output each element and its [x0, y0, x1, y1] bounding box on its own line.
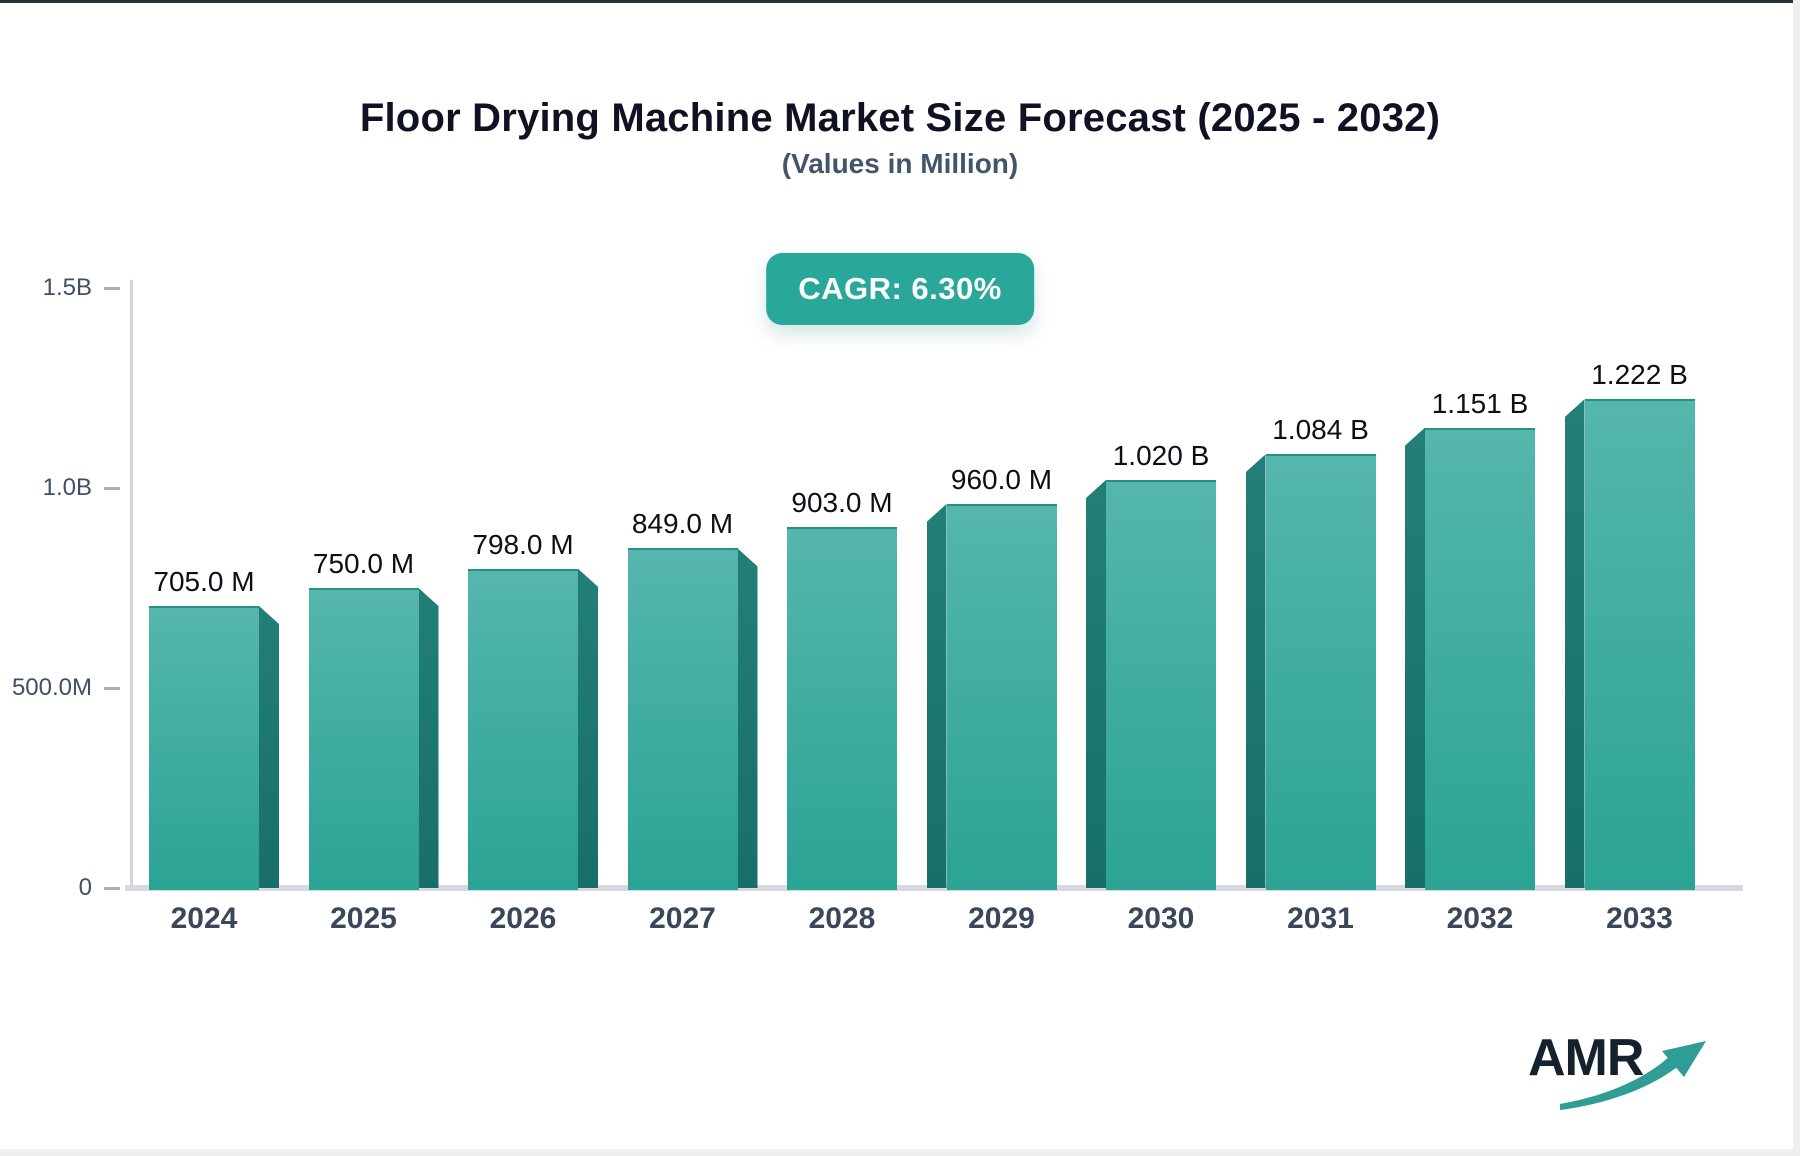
chart-title: Floor Drying Machine Market Size Forecas… [359, 96, 1441, 140]
bar-side-2026 [578, 568, 598, 888]
y-tick-dash-500.0M [104, 686, 120, 690]
y-axis-line [130, 280, 133, 891]
amr-logo: AMR [1528, 1030, 1708, 1125]
bar-value-2033: 1.222 B [1591, 359, 1688, 391]
y-tick-dash-1.5B [104, 286, 120, 290]
page-edge-right [1793, 0, 1800, 1156]
x-axis-label-2024: 2024 [170, 902, 238, 935]
bar-value-2026: 798.0 M [472, 528, 574, 560]
bar-2027[interactable] [627, 548, 738, 890]
bar-2032[interactable] [1425, 427, 1535, 890]
x-axis-label-2026: 2026 [489, 902, 557, 935]
bar-side-2030 [1086, 480, 1106, 888]
bar-side-2025 [418, 588, 439, 888]
y-tick-label-500.0M: 500.0M [11, 674, 92, 701]
y-tick-dash-0 [104, 886, 120, 890]
bar-2026[interactable] [468, 568, 578, 890]
page-edge-bottom [0, 1149, 1800, 1156]
x-axis-label-2033: 2033 [1606, 902, 1673, 935]
bar-2024[interactable] [149, 606, 259, 890]
y-tick-label-1.5B: 1.5B [42, 274, 92, 301]
x-axis-label-2028: 2028 [808, 902, 876, 935]
bar-2028[interactable] [787, 526, 897, 890]
chart-subtitle: (Values in Million) [781, 148, 1019, 179]
bar-side-2027 [737, 548, 758, 888]
bar-side-2029 [926, 504, 947, 888]
top-border-line [0, 0, 1800, 3]
bar-side-2033 [1564, 399, 1585, 888]
x-axis-label-2032: 2032 [1446, 902, 1514, 935]
bar-side-2024 [259, 606, 279, 888]
bar-value-2030: 1.020 B [1112, 440, 1210, 471]
y-tick-label-0: 0 [78, 874, 92, 901]
bar-side-2031 [1245, 454, 1266, 888]
cagr-badge-label: CAGR: 6.30% [798, 271, 1002, 306]
bar-value-2029: 960.0 M [950, 464, 1053, 495]
cagr-badge: CAGR: 6.30% [766, 253, 1034, 325]
bar-2025[interactable] [308, 588, 419, 890]
x-axis-label-2025: 2025 [330, 902, 397, 935]
bar-2033[interactable] [1584, 399, 1695, 890]
growth-arrow-icon [1560, 1041, 1706, 1110]
x-axis-line [125, 885, 1743, 891]
bar-value-2031: 1.084 B [1272, 414, 1369, 446]
bar-value-2025: 750.0 M [312, 548, 415, 579]
bar-2030[interactable] [1106, 480, 1216, 890]
bar-value-2027: 849.0 M [631, 508, 734, 540]
x-axis-label-2030: 2030 [1127, 902, 1195, 935]
bar-2031[interactable] [1265, 454, 1376, 890]
bar-side-2032 [1405, 427, 1425, 888]
bar-value-2024: 705.0 M [153, 566, 255, 597]
x-axis-label-2029: 2029 [968, 902, 1035, 935]
bar-value-2028: 903.0 M [791, 486, 893, 518]
bar-value-2032: 1.151 B [1431, 387, 1529, 419]
x-axis-label-2027: 2027 [649, 902, 716, 935]
logo-text: AMR [1528, 1029, 1644, 1087]
y-tick-label-1.0B: 1.0B [42, 474, 92, 501]
x-axis-label-2031: 2031 [1287, 902, 1354, 935]
bar-2029[interactable] [946, 504, 1057, 890]
y-tick-dash-1.0B [104, 486, 120, 490]
